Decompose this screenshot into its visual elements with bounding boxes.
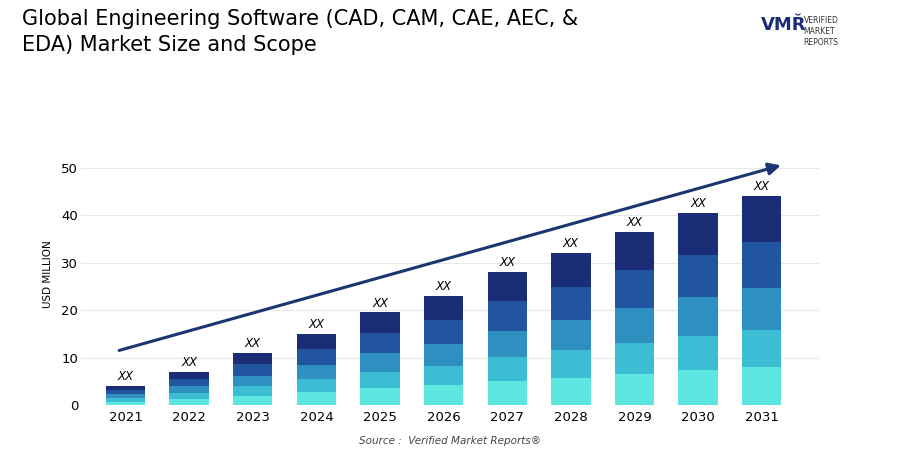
- Text: XX: XX: [436, 280, 452, 293]
- Text: XX: XX: [753, 180, 770, 194]
- Bar: [551, 351, 590, 378]
- Text: VERIFIED
MARKET
REPORTS: VERIFIED MARKET REPORTS: [804, 16, 839, 47]
- Bar: [615, 270, 654, 308]
- Bar: [233, 386, 273, 396]
- Bar: [169, 399, 209, 405]
- Bar: [360, 333, 400, 353]
- Bar: [679, 336, 718, 370]
- Bar: [742, 288, 781, 330]
- Bar: [360, 372, 400, 388]
- Bar: [551, 378, 590, 405]
- Bar: [233, 353, 273, 364]
- Text: XX: XX: [309, 318, 324, 331]
- Bar: [106, 398, 145, 401]
- Bar: [360, 353, 400, 372]
- Bar: [424, 320, 464, 344]
- Bar: [106, 401, 145, 405]
- Bar: [742, 196, 781, 242]
- Bar: [488, 272, 527, 302]
- Bar: [615, 232, 654, 270]
- Bar: [742, 367, 781, 405]
- Bar: [742, 242, 781, 288]
- Text: Source :  Verified Market Reports®: Source : Verified Market Reports®: [359, 436, 541, 446]
- Bar: [169, 372, 209, 379]
- Bar: [424, 296, 464, 320]
- Text: XX: XX: [500, 256, 516, 269]
- Bar: [679, 255, 718, 297]
- Text: Global Engineering Software (CAD, CAM, CAE, AEC, &
EDA) Market Size and Scope: Global Engineering Software (CAD, CAM, C…: [22, 9, 579, 55]
- Bar: [297, 334, 336, 350]
- Bar: [360, 312, 400, 333]
- Bar: [106, 390, 145, 394]
- Bar: [360, 388, 400, 405]
- Bar: [551, 287, 590, 320]
- Bar: [297, 350, 336, 365]
- Bar: [551, 320, 590, 351]
- Bar: [106, 394, 145, 398]
- Bar: [169, 393, 209, 399]
- Text: XX: XX: [118, 370, 133, 383]
- Text: XX: XX: [562, 237, 579, 250]
- Bar: [424, 385, 464, 405]
- Bar: [297, 392, 336, 405]
- Bar: [424, 344, 464, 366]
- Text: XX: XX: [626, 216, 643, 229]
- Bar: [169, 379, 209, 387]
- Text: XX: XX: [690, 197, 707, 210]
- Text: VMŘ: VMŘ: [760, 16, 806, 34]
- Text: XX: XX: [245, 337, 261, 350]
- Bar: [424, 366, 464, 385]
- Bar: [742, 330, 781, 367]
- Bar: [679, 370, 718, 405]
- Bar: [488, 357, 527, 381]
- Bar: [233, 396, 273, 405]
- Bar: [233, 364, 273, 376]
- Text: XX: XX: [372, 297, 388, 310]
- Bar: [297, 379, 336, 392]
- Bar: [615, 308, 654, 342]
- Bar: [297, 365, 336, 379]
- Bar: [615, 342, 654, 374]
- Bar: [679, 297, 718, 336]
- Bar: [679, 213, 718, 255]
- Bar: [551, 253, 590, 287]
- Bar: [615, 374, 654, 405]
- Bar: [488, 381, 527, 405]
- Bar: [488, 331, 527, 357]
- Bar: [169, 387, 209, 393]
- Bar: [106, 386, 145, 390]
- Y-axis label: USD MILLION: USD MILLION: [43, 241, 53, 308]
- Bar: [488, 302, 527, 331]
- Text: XX: XX: [181, 356, 197, 369]
- Bar: [233, 376, 273, 386]
